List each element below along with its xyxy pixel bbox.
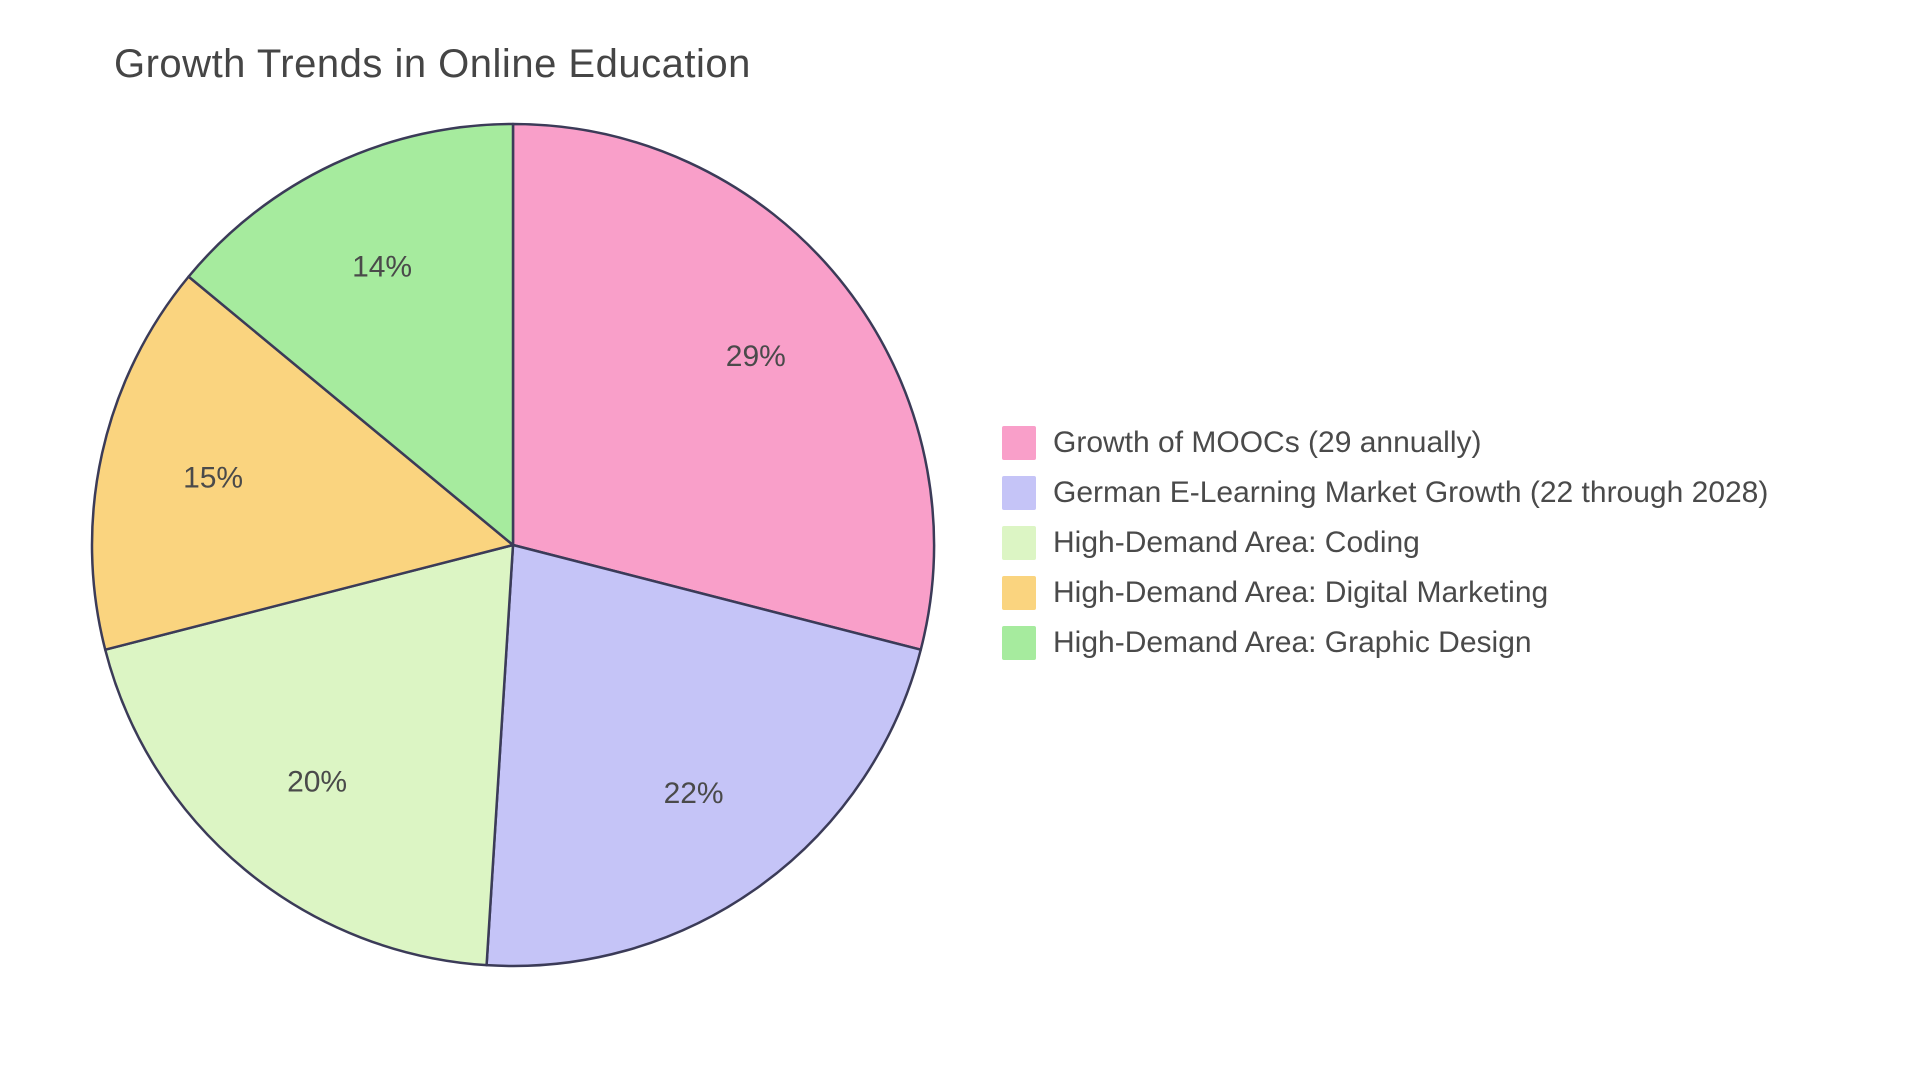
slice-percent-label-2: 22% [664, 777, 724, 810]
pie-slice-3 [103, 543, 515, 967]
legend-label: High-Demand Area: Coding [1053, 526, 1420, 559]
legend-swatch-icon [1002, 426, 1036, 460]
legend-swatch-icon [1002, 626, 1036, 660]
slice-percent-label-5: 14% [352, 250, 412, 283]
legend: Growth of MOOCs (29 annually) German E-Le… [1002, 425, 1768, 661]
legend-item-4[interactable]: High-Demand Area: Digital Marketing [1002, 575, 1768, 611]
slice-percent-label-4: 15% [183, 462, 243, 495]
legend-item-2[interactable]: German E-Learning Market Growth (22 thro… [1002, 475, 1768, 511]
legend-label: Growth of MOOCs (29 annually) [1053, 426, 1482, 459]
legend-swatch-icon [1002, 526, 1036, 560]
chart-title: Growth Trends in Online Education [114, 42, 751, 86]
pie-slice-5 [187, 122, 515, 547]
legend-item-1[interactable]: Growth of MOOCs (29 annually) [1002, 425, 1768, 461]
legend-item-3[interactable]: High-Demand Area: Coding [1002, 525, 1768, 561]
pie-slice-1 [511, 122, 936, 651]
legend-swatch-icon [1002, 476, 1036, 510]
legend-swatch-icon [1002, 576, 1036, 610]
pie-slice-4 [90, 275, 515, 651]
legend-label: German E-Learning Market Growth (22 thro… [1053, 476, 1769, 509]
legend-item-5[interactable]: High-Demand Area: Graphic Design [1002, 625, 1768, 661]
slice-percent-label-1: 29% [726, 340, 786, 373]
legend-label: High-Demand Area: Graphic Design [1053, 626, 1532, 659]
legend-label: High-Demand Area: Digital Marketing [1053, 576, 1549, 609]
pie-chart: 29% 22% 20% 15% 14% [90, 122, 936, 968]
pie-slice-2 [485, 543, 923, 968]
slice-percent-label-3: 20% [287, 765, 347, 798]
